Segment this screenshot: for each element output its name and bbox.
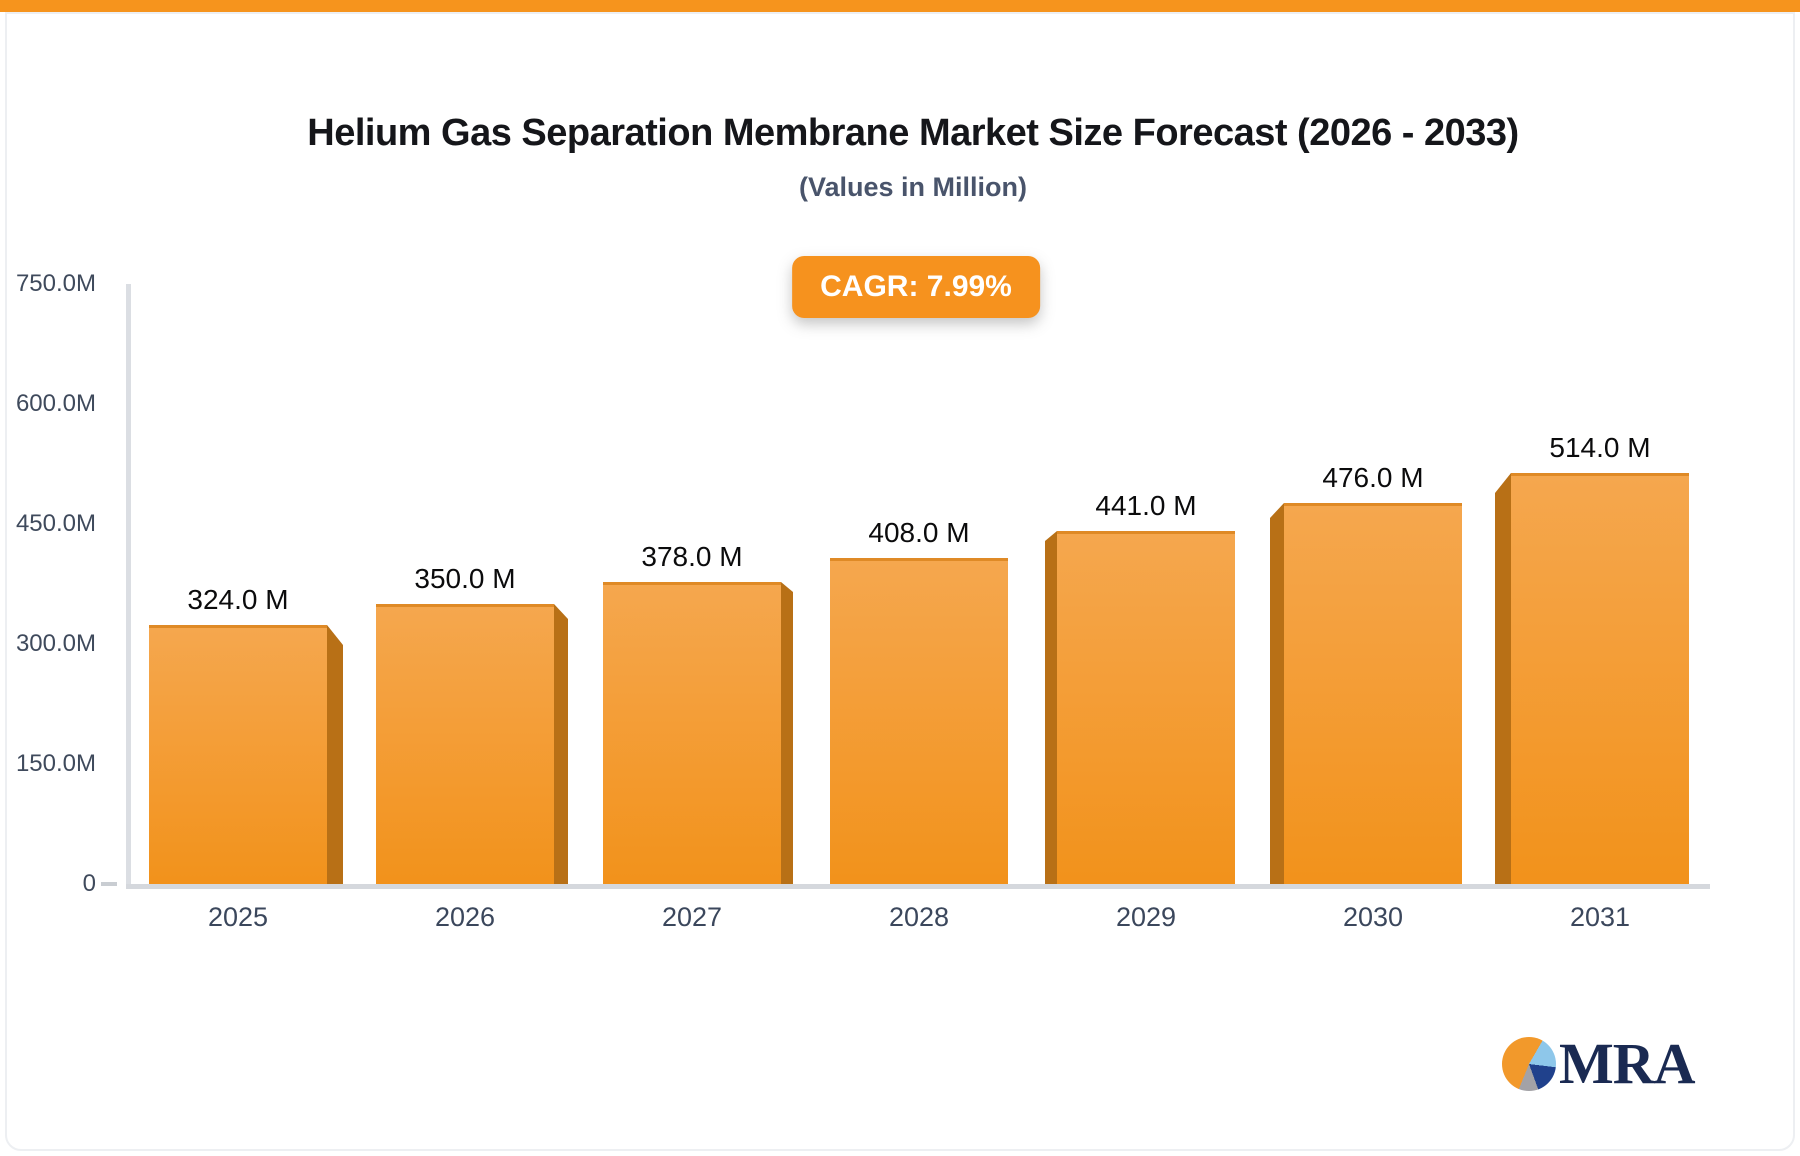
y-axis-label: 600.0M [15, 390, 96, 417]
bar-3d-side-face [554, 604, 568, 884]
x-axis-label: 2025 [207, 902, 269, 932]
bar [376, 604, 554, 884]
bar-value-label: 514.0 M [1549, 432, 1651, 463]
bar [149, 625, 327, 884]
bar-value-label: 476.0 M [1322, 462, 1424, 493]
page-title: Helium Gas Separation Membrane Market Si… [307, 112, 1519, 154]
x-axis-label: 2031 [1569, 902, 1631, 932]
y-axis-label: 300.0M [15, 630, 96, 657]
x-axis-label: 2028 [888, 902, 950, 932]
bar-3d-side-face [1270, 503, 1284, 884]
bar [830, 558, 1008, 884]
bar-3d-side-face [1045, 531, 1057, 884]
y-axis-line [126, 284, 131, 889]
y-axis-label: 450.0M [15, 510, 96, 537]
bar [1511, 473, 1689, 884]
y-axis-tick-mark [101, 882, 117, 886]
mra-logo: MRA [1502, 1031, 1696, 1096]
bar-value-label: 408.0 M [868, 517, 970, 548]
pie-chart-logo-icon [1502, 1037, 1556, 1091]
y-axis-label: 0 [82, 870, 96, 897]
x-axis-label: 2029 [1115, 902, 1177, 932]
cagr-badge: CAGR: 7.99% [792, 256, 1040, 318]
bar [1284, 503, 1462, 884]
x-axis-label: 2027 [661, 902, 723, 932]
x-axis-label: 2026 [434, 902, 496, 932]
logo-text: MRA [1559, 1031, 1696, 1096]
top-accent-strip [0, 0, 1800, 12]
bar-value-label: 324.0 M [187, 584, 289, 615]
bar [1057, 531, 1235, 884]
bar-3d-side-face [1495, 473, 1511, 884]
y-axis-label: 750.0M [15, 270, 96, 297]
page-subtitle: (Values in Million) [798, 172, 1028, 202]
x-axis-label: 2030 [1342, 902, 1404, 932]
bar-value-label: 350.0 M [414, 563, 516, 594]
y-axis-label: 150.0M [15, 750, 96, 777]
bar-value-label: 378.0 M [641, 541, 743, 572]
bar-value-label: 441.0 M [1095, 490, 1197, 521]
x-axis-line [126, 884, 1710, 889]
bar [603, 582, 781, 884]
bar-3d-side-face [781, 582, 793, 884]
bar-3d-side-face [327, 625, 343, 884]
